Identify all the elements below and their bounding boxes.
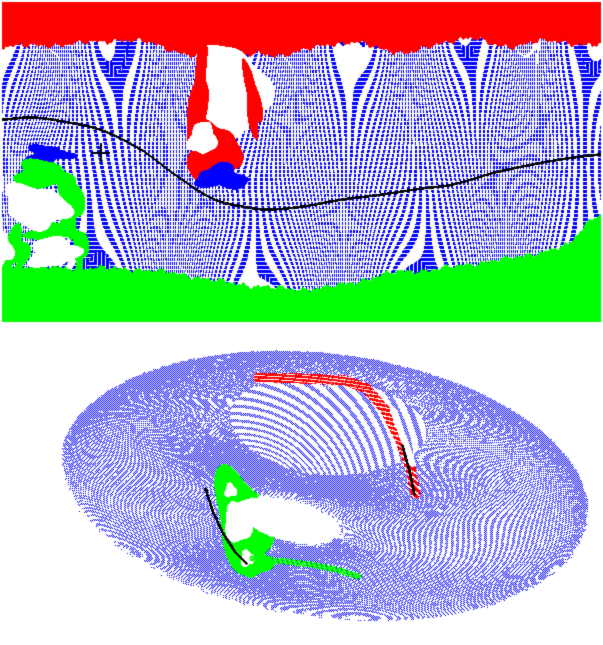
flat-map-panel (0, 0, 603, 330)
torus-panel (0, 330, 603, 645)
